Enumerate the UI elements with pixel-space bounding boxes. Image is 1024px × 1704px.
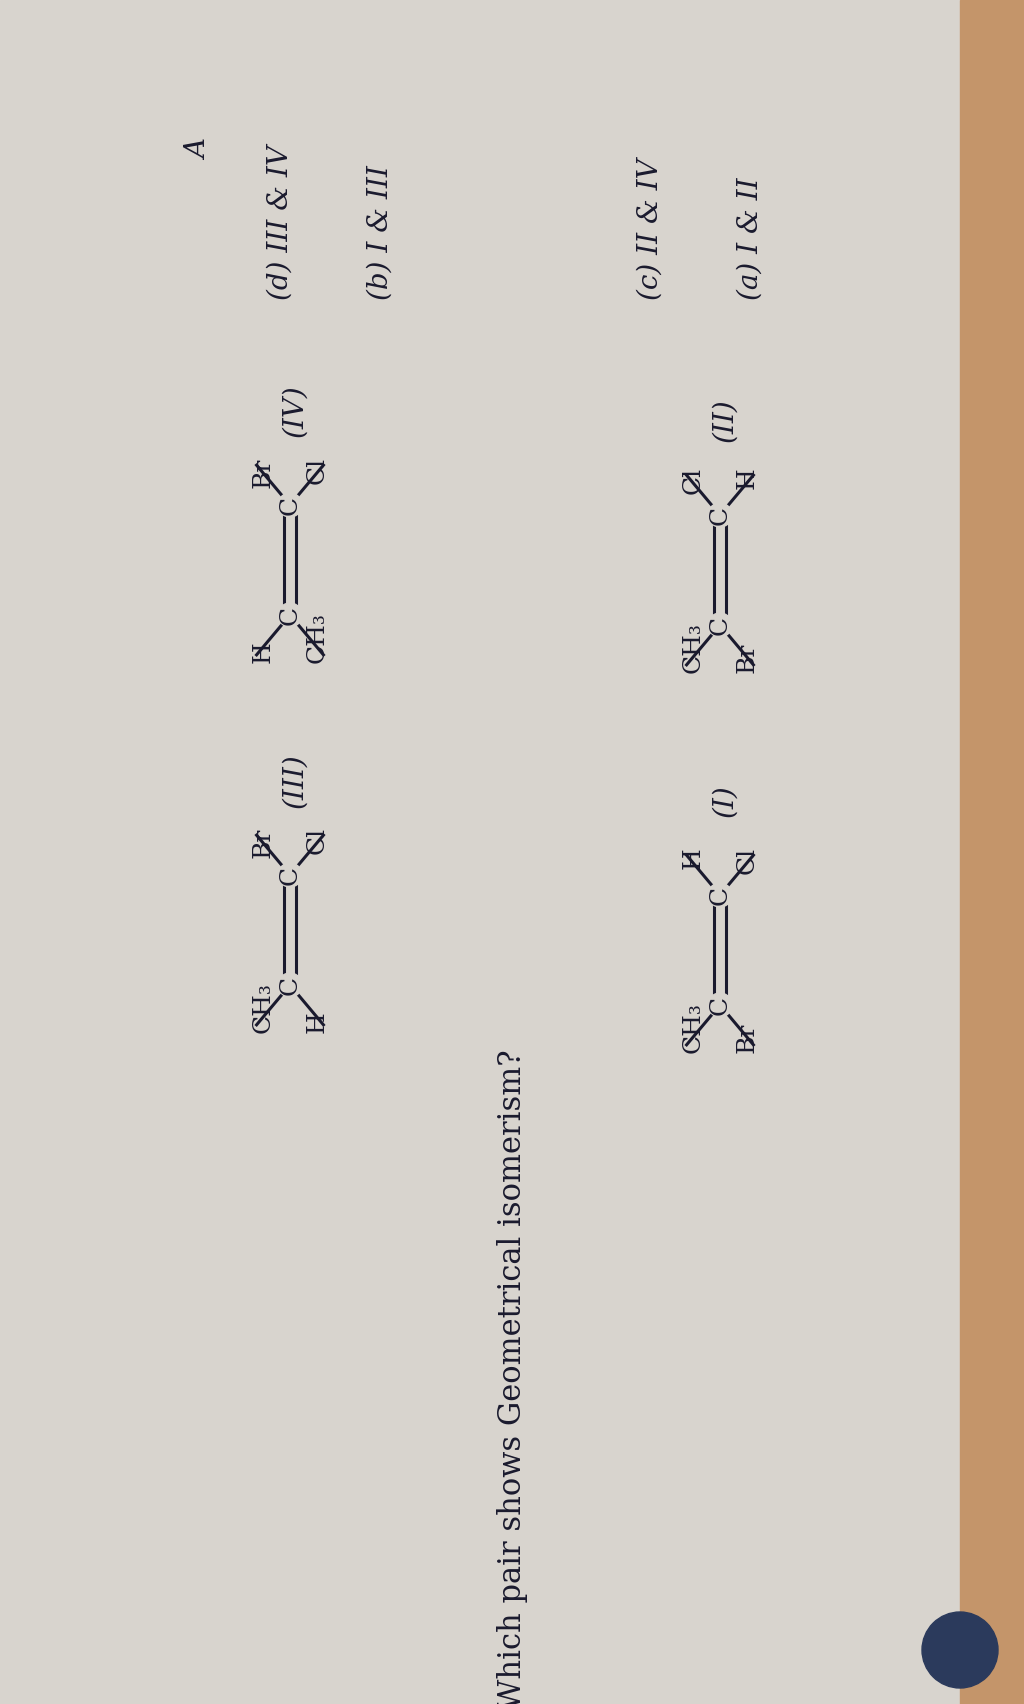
Text: C: C (709, 886, 731, 905)
Text: (b) I & III: (b) I & III (367, 165, 393, 300)
Text: Cl: Cl (682, 467, 705, 494)
Text: 130: 130 (951, 1629, 969, 1670)
Text: (I): (I) (712, 784, 738, 816)
Text: A: A (186, 140, 213, 160)
Text: H: H (682, 847, 705, 869)
Text: (c) II & IV: (c) II & IV (637, 158, 664, 300)
Text: H: H (252, 641, 274, 663)
Text: C: C (279, 496, 301, 515)
Text: (III): (III) (282, 753, 308, 808)
Text: Br: Br (252, 826, 274, 857)
Text: H: H (305, 1010, 329, 1033)
Text: Br: Br (252, 457, 274, 487)
Text: C: C (709, 615, 731, 634)
Circle shape (278, 492, 302, 516)
Text: C: C (709, 995, 731, 1014)
Circle shape (278, 973, 302, 997)
Text: Which pair shows Geometrical isomerism?: Which pair shows Geometrical isomerism? (497, 1050, 527, 1704)
Circle shape (708, 883, 732, 907)
Text: Br: Br (735, 1022, 759, 1053)
Text: C: C (279, 866, 301, 884)
Text: (IV): (IV) (282, 383, 308, 436)
Text: (a) I & II: (a) I & II (736, 177, 764, 300)
Text: CH₃: CH₃ (682, 622, 705, 673)
Text: H: H (735, 467, 759, 489)
Circle shape (708, 993, 732, 1017)
Text: CH₃: CH₃ (252, 982, 274, 1033)
Text: Br: Br (735, 642, 759, 673)
Text: CH₃: CH₃ (305, 612, 329, 663)
Text: C: C (279, 975, 301, 995)
Text: C: C (709, 506, 731, 525)
Text: Cl: Cl (305, 826, 329, 854)
Circle shape (708, 503, 732, 527)
Text: Cl: Cl (305, 457, 329, 484)
Bar (961, 0, 1024, 1704)
Text: (d) III & IV: (d) III & IV (266, 145, 294, 300)
Text: CH₃: CH₃ (682, 1002, 705, 1053)
Text: C: C (279, 605, 301, 625)
Text: Cl: Cl (735, 847, 759, 874)
Text: (II): (II) (712, 399, 738, 441)
Circle shape (278, 603, 302, 627)
Circle shape (278, 862, 302, 888)
Circle shape (708, 613, 732, 637)
Circle shape (922, 1612, 998, 1689)
